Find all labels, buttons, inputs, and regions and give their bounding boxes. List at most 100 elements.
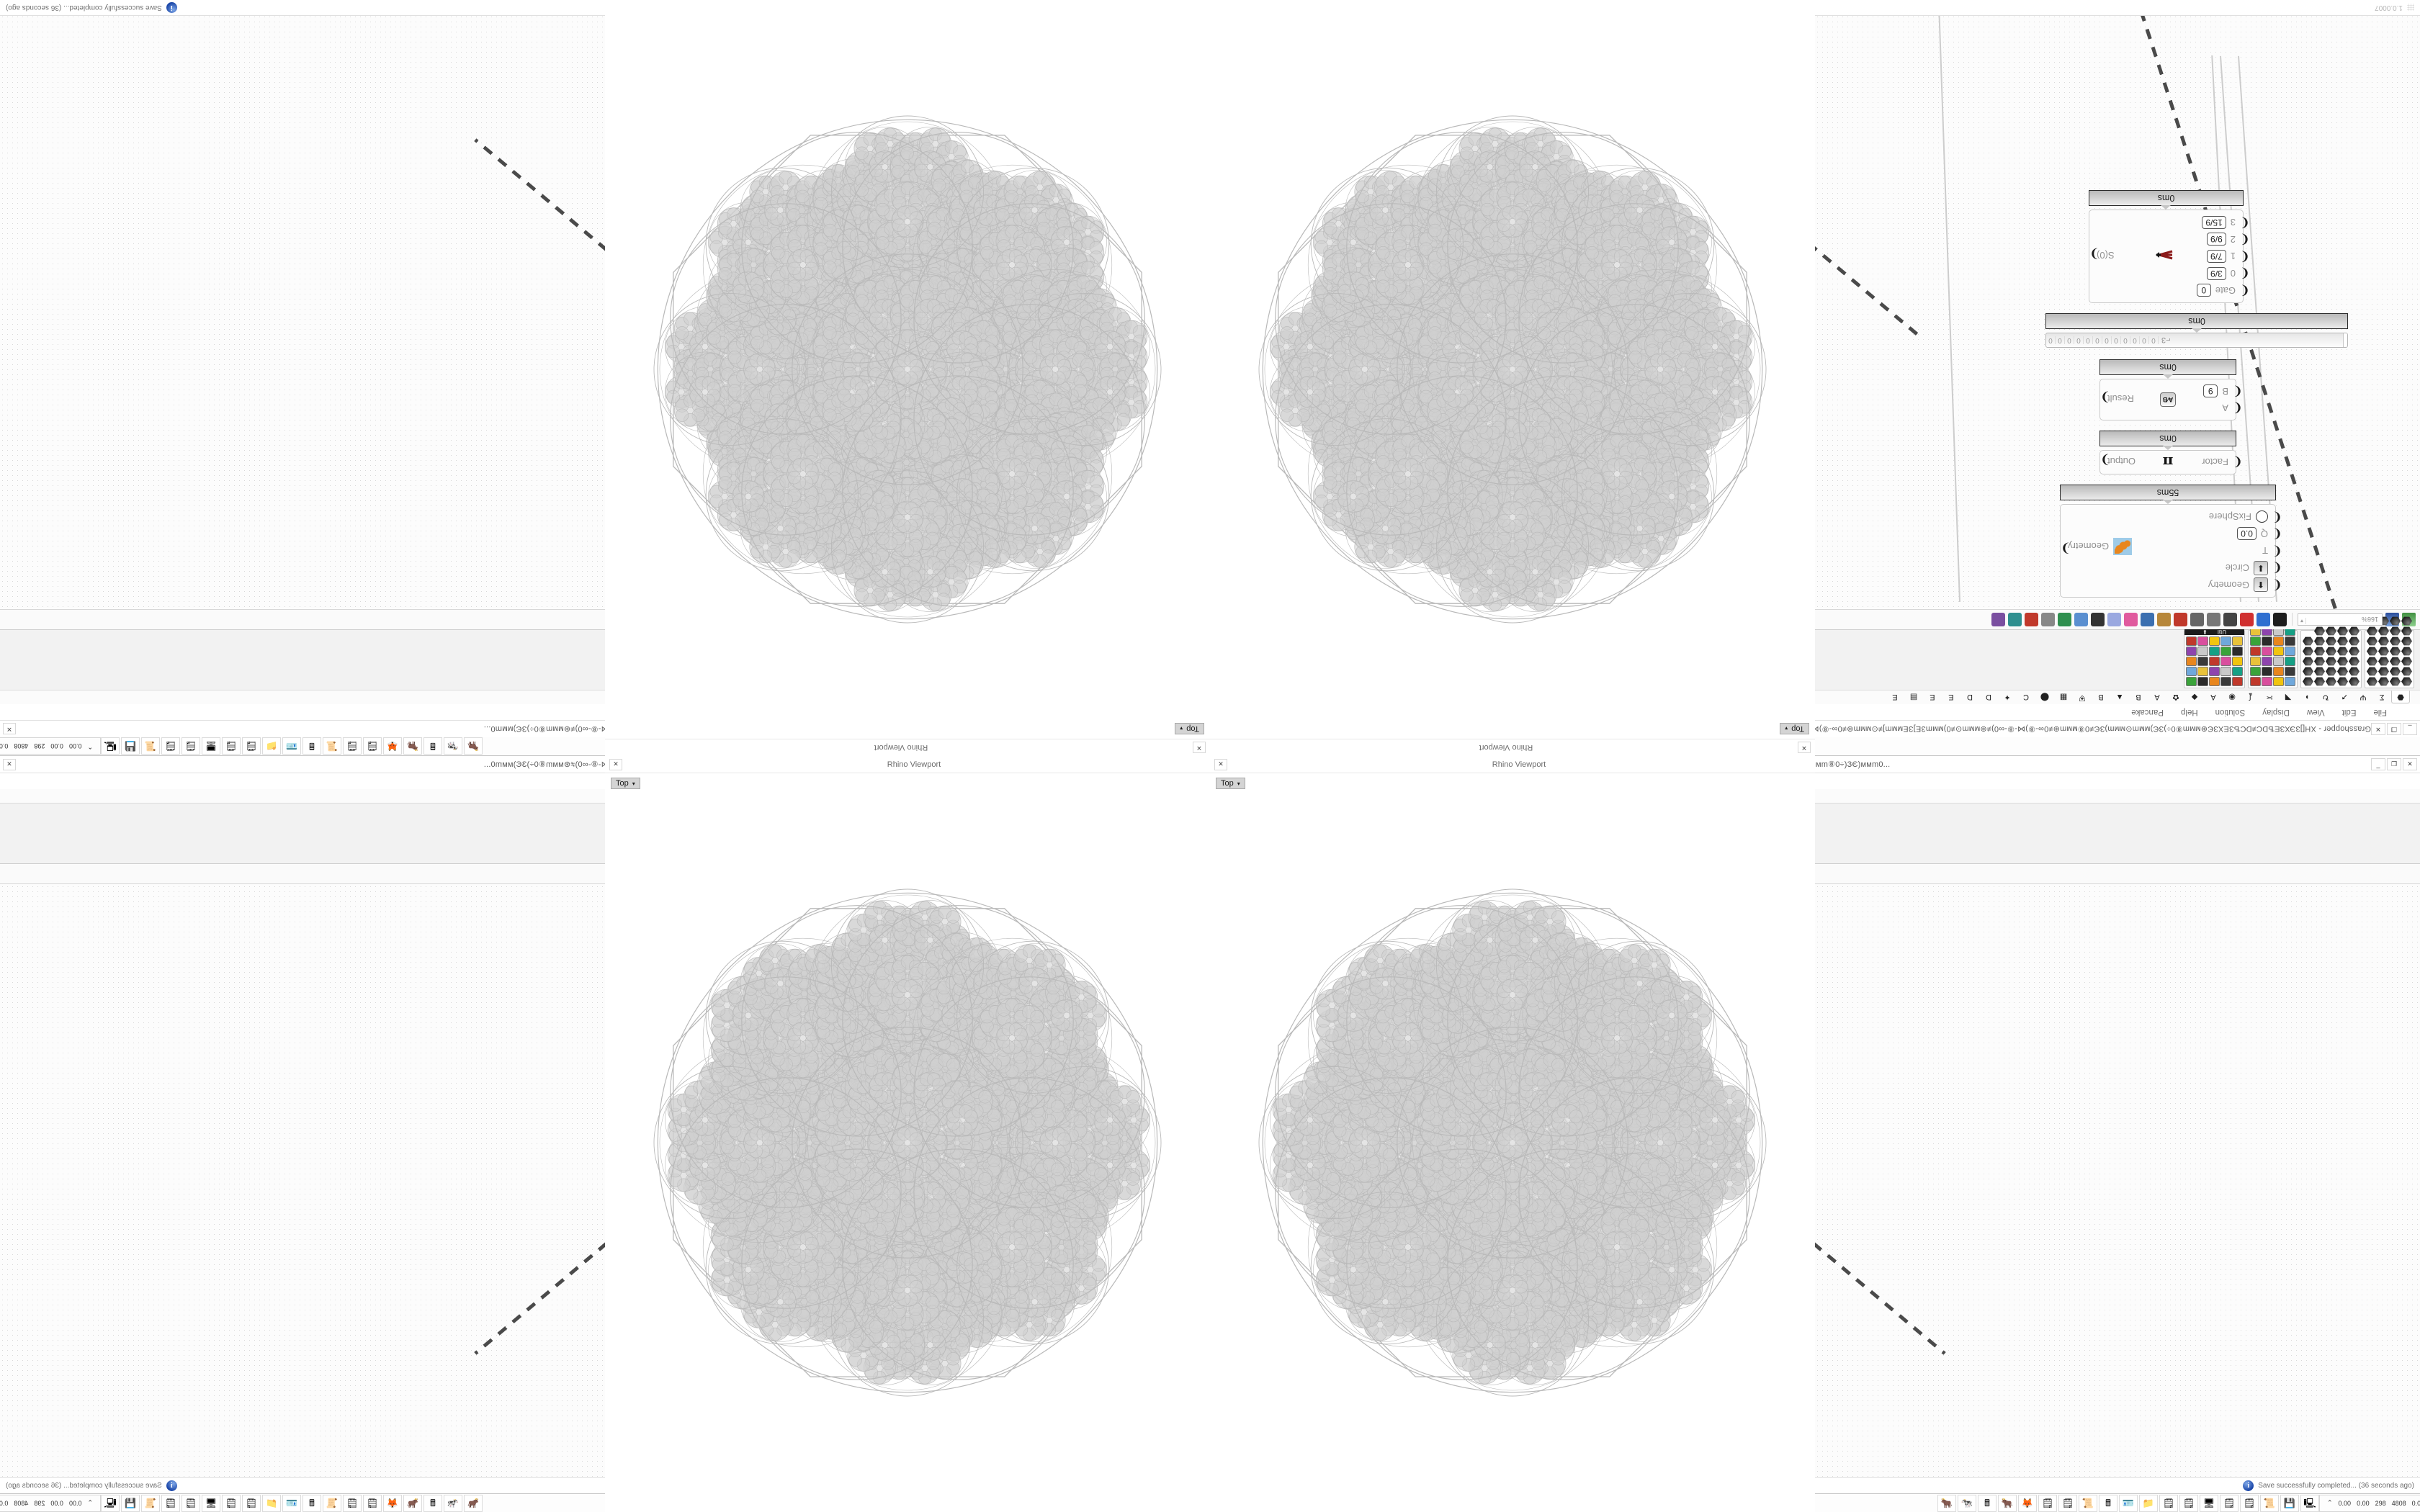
- component-icon[interactable]: [2273, 667, 2284, 676]
- at-icon[interactable]: [2190, 613, 2204, 626]
- shuffle-icon[interactable]: [2091, 613, 2105, 626]
- slider-value[interactable]: ⌐3: [2159, 336, 2343, 345]
- chevron-down-icon[interactable]: ▾: [632, 780, 635, 787]
- component-icon[interactable]: [2220, 647, 2231, 656]
- component-icon[interactable]: [2197, 636, 2208, 646]
- gh-canvas-tr[interactable]: ❨ ⬆ Geometry ❨ ⬇ Circle ❨ T ❨ Q 0.0 ❨ FixSphere Geome…: [1210, 16, 2420, 609]
- window-buttons-br[interactable]: _ ❐ ✕: [2371, 758, 2417, 770]
- component-icon[interactable]: [2262, 677, 2272, 686]
- node-input-row[interactable]: ❨ ⬇ Circle: [2061, 559, 2282, 577]
- component-icon[interactable]: [2250, 636, 2261, 646]
- component-icon[interactable]: [2186, 667, 2197, 676]
- taskbar-terminal-icon[interactable]: 🖳: [101, 737, 120, 755]
- ribbon-tab-20[interactable]: C: [2017, 691, 2035, 704]
- taskbar-notepad-icon[interactable]: 🗒: [182, 1494, 200, 1512]
- component-icon[interactable]: [2262, 667, 2272, 676]
- rhino-titlebar-1[interactable]: ✕ Rhino Viewport: [605, 739, 1210, 756]
- taskbar-notepad-icon[interactable]: 🗒: [2159, 1494, 2178, 1512]
- component-icon[interactable]: [2314, 667, 2325, 676]
- taskbar-notepad-icon[interactable]: 🗒: [222, 737, 241, 755]
- component-icon[interactable]: [2273, 636, 2284, 646]
- component-icon[interactable]: [2337, 677, 2348, 686]
- node-input-pin[interactable]: ❨: [2233, 455, 2243, 469]
- taskbar-scroll-icon[interactable]: 📜: [323, 737, 341, 755]
- maximize-button[interactable]: ❐: [2387, 758, 2401, 770]
- component-icon[interactable]: [2349, 677, 2360, 686]
- node-input-value[interactable]: 9: [2203, 384, 2218, 398]
- zoom-extents-icon[interactable]: [2273, 613, 2287, 626]
- node-input-row[interactable]: ❨ ⬆ Geometry: [2061, 576, 2282, 593]
- component-icon[interactable]: [2209, 636, 2220, 646]
- taskbar-cow-icon[interactable]: 🐄: [444, 737, 462, 755]
- ribbon-tab-11[interactable]: ◆: [2185, 691, 2204, 704]
- ribbon-tab-15[interactable]: ▲: [2110, 691, 2129, 704]
- node-output-pin[interactable]: ❩: [2089, 247, 2099, 261]
- component-icon[interactable]: [2303, 657, 2313, 666]
- document-icon[interactable]: [2157, 613, 2171, 626]
- component-icon[interactable]: [2220, 677, 2231, 686]
- component-icon[interactable]: [2250, 667, 2261, 676]
- ribbon-group-util[interactable]: Util⬇: [2184, 629, 2245, 688]
- taskbar-scroll-icon[interactable]: 📜: [141, 1494, 160, 1512]
- ribbon-tab-22[interactable]: D: [1979, 691, 1998, 704]
- folder-icon[interactable]: [2041, 613, 2055, 626]
- close-button[interactable]: ✕: [2403, 758, 2417, 770]
- component-icon[interactable]: [2209, 647, 2220, 656]
- menu-item-edit[interactable]: Edit: [2334, 706, 2365, 718]
- component-icon[interactable]: [2232, 636, 2243, 646]
- component-icon[interactable]: [2303, 667, 2313, 676]
- node-input-value[interactable]: 15/9: [2202, 215, 2226, 229]
- taskbar-folder-icon[interactable]: 📁: [262, 737, 281, 755]
- taskbar-icons-br[interactable]: 🐂 🐄 🖩 🐂 🦊 🗒 🗒 📜 🖩 🪪 📁 🗒 🗒 🖥 🗒 🗒 📜 💾 🖳: [1210, 1494, 2319, 1512]
- taskbar-scroll-icon[interactable]: 📜: [2079, 1494, 2097, 1512]
- node-input-value[interactable]: 7/9: [2207, 250, 2226, 263]
- menu-item-solution[interactable]: Solution: [2207, 706, 2254, 718]
- component-icon[interactable]: [2349, 657, 2360, 666]
- taskbar-calculator-icon-2[interactable]: 🖩: [302, 1494, 321, 1512]
- component-icon[interactable]: [2197, 667, 2208, 676]
- node-input-pin[interactable]: ❨: [2233, 384, 2243, 398]
- component-icon[interactable]: [2401, 647, 2412, 656]
- ribbon-tab-18[interactable]: ▦: [2054, 691, 2073, 704]
- viewport-label-group[interactable]: Top ▾: [1780, 723, 1809, 734]
- component-icon[interactable]: [2349, 667, 2360, 676]
- taskbar-rhino-icon-2[interactable]: 🐂: [403, 1494, 422, 1512]
- ribbon-tab-8[interactable]: ʆ: [2241, 691, 2260, 704]
- taskbar-contacts-icon[interactable]: 🪪: [282, 1494, 301, 1512]
- node-output-pin[interactable]: ❩: [2100, 390, 2110, 404]
- ribbon-tab-27[interactable]: E: [1886, 691, 1904, 704]
- sketch-icon[interactable]: [2223, 613, 2237, 626]
- taskbar-monitor-icon[interactable]: 🖥: [202, 737, 220, 755]
- viewport-label-group[interactable]: Top ▾: [1175, 723, 1204, 734]
- component-icon[interactable]: [2209, 667, 2220, 676]
- node-input-pin[interactable]: ❨: [2240, 233, 2250, 246]
- component-icon[interactable]: [2390, 636, 2401, 646]
- taskbar-terminal-icon[interactable]: 🖳: [2300, 1494, 2319, 1512]
- node-input-row[interactable]: ❨ 2 9/9: [2089, 231, 2250, 248]
- taskbar-floppy-icon[interactable]: 💾: [2280, 1494, 2299, 1512]
- ribbon-tab-6[interactable]: ◥: [2279, 691, 2298, 704]
- component-icon[interactable]: [2401, 667, 2412, 676]
- component-icon[interactable]: [2390, 677, 2401, 686]
- taskbar-notepad-icon[interactable]: 🗒: [2058, 1494, 2077, 1512]
- resize-grip-icon[interactable]: [2407, 4, 2414, 12]
- viewport-name-button[interactable]: Top ▾: [1780, 723, 1809, 734]
- taskbar-cow-icon[interactable]: 🐄: [444, 1494, 462, 1512]
- chevron-down-icon[interactable]: ▾: [1237, 780, 1240, 787]
- ribbon-group-input[interactable]: Input⬇: [2248, 618, 2298, 688]
- component-icon[interactable]: [2250, 657, 2261, 666]
- slider-handle[interactable]: [2343, 333, 2347, 347]
- taskbar-notepad-icon[interactable]: 🗒: [242, 737, 261, 755]
- component-icon[interactable]: [2401, 636, 2412, 646]
- taskbar-monitor-icon[interactable]: 🖥: [2200, 1494, 2218, 1512]
- viewport-name-button[interactable]: Top ▾: [1175, 723, 1204, 734]
- component-icon[interactable]: [2273, 677, 2284, 686]
- minimize-button[interactable]: _: [2403, 723, 2417, 735]
- close-icon[interactable]: ✕: [1214, 758, 1227, 770]
- ribbon-tab-4[interactable]: ↻: [2316, 691, 2335, 704]
- component-icon[interactable]: [2232, 667, 2243, 676]
- taskbar-contacts-icon[interactable]: 🪪: [282, 737, 301, 755]
- ribbon-tab-17[interactable]: ⛨: [2073, 691, 2092, 704]
- ribbon-tab-9[interactable]: ◉: [2223, 691, 2241, 704]
